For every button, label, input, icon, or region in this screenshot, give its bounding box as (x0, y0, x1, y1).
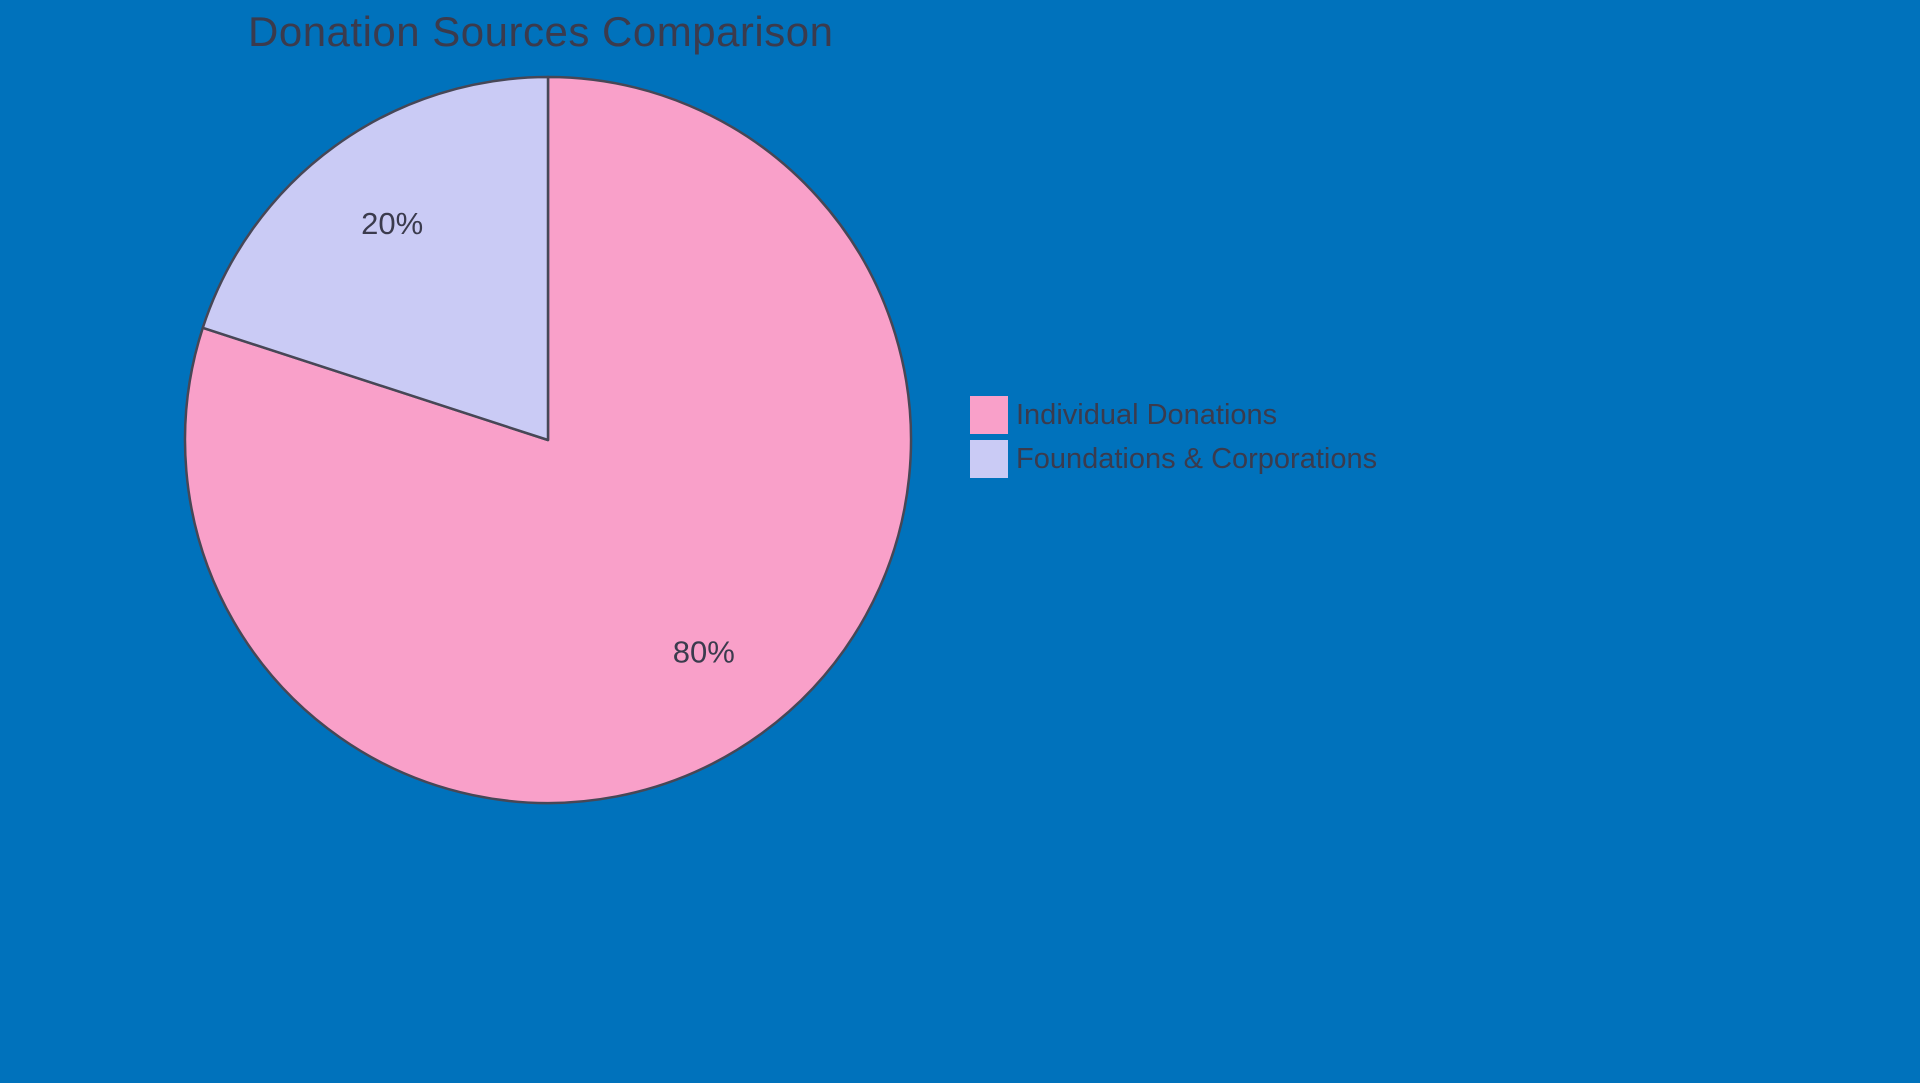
slice-percent-label-1: 20% (361, 206, 423, 241)
legend: Individual Donations Foundations & Corpor… (970, 396, 1377, 478)
legend-label: Foundations & Corporations (1016, 442, 1378, 475)
chart-title: Donation Sources Comparison (248, 8, 834, 55)
legend-label: Individual Donations (1016, 398, 1278, 431)
legend-swatch-icon (970, 396, 1008, 434)
slice-percent-label-0: 80% (673, 635, 735, 670)
legend-swatch-icon (970, 440, 1008, 478)
pie-slice-1[interactable] (201, 75, 550, 442)
legend-item-0[interactable]: Individual Donations (970, 396, 1377, 434)
legend-item-1[interactable]: Foundations & Corporations (970, 440, 1377, 478)
